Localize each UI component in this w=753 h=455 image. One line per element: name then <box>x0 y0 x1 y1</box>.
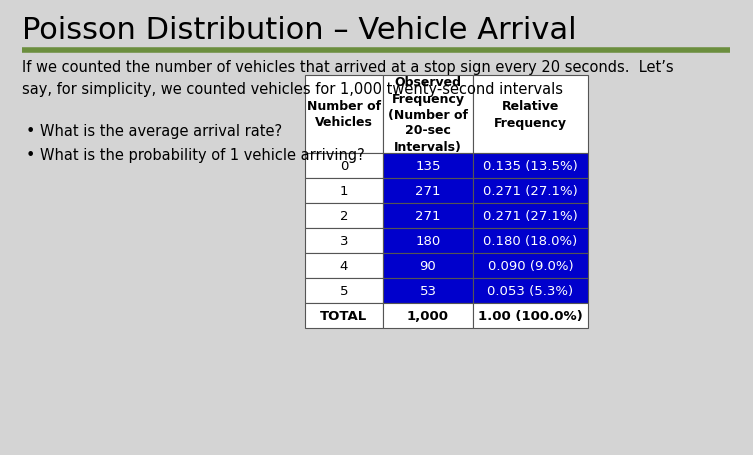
Bar <box>383 278 473 303</box>
Text: 4: 4 <box>340 259 348 273</box>
Bar <box>473 203 588 228</box>
Text: 0.271 (27.1%): 0.271 (27.1%) <box>483 210 578 222</box>
Text: If we counted the number of vehicles that arrived at a stop sign every 20 second: If we counted the number of vehicles tha… <box>22 60 674 96</box>
Text: 271: 271 <box>415 210 441 222</box>
Bar <box>473 76 588 154</box>
Bar <box>305 253 383 278</box>
Bar <box>383 253 473 278</box>
Text: What is the probability of 1 vehicle arriving?: What is the probability of 1 vehicle arr… <box>40 148 364 162</box>
Text: 0: 0 <box>340 160 348 172</box>
Text: 135: 135 <box>415 160 441 172</box>
Text: 5: 5 <box>340 284 348 298</box>
Text: Number of
Vehicles: Number of Vehicles <box>307 100 381 129</box>
Bar <box>383 179 473 203</box>
Bar <box>473 303 588 328</box>
Text: 0.090 (9.0%): 0.090 (9.0%) <box>488 259 573 273</box>
Text: 1.00 (100.0%): 1.00 (100.0%) <box>478 309 583 322</box>
Text: 0.053 (5.3%): 0.053 (5.3%) <box>487 284 574 298</box>
Text: 1: 1 <box>340 185 348 197</box>
Bar <box>383 76 473 154</box>
Text: 3: 3 <box>340 234 348 248</box>
Text: 1,000: 1,000 <box>407 309 449 322</box>
Text: TOTAL: TOTAL <box>320 309 367 322</box>
Bar <box>305 303 383 328</box>
Text: Relative
Frequency: Relative Frequency <box>494 100 567 129</box>
Text: •: • <box>26 148 35 162</box>
Bar <box>305 278 383 303</box>
Bar <box>383 154 473 179</box>
Text: Poisson Distribution – Vehicle Arrival: Poisson Distribution – Vehicle Arrival <box>22 16 577 45</box>
Bar <box>305 76 383 154</box>
Text: 271: 271 <box>415 185 441 197</box>
Bar <box>473 228 588 253</box>
Text: 53: 53 <box>419 284 437 298</box>
Text: Observed
Frequency
(Number of
20-sec
Intervals): Observed Frequency (Number of 20-sec Int… <box>388 76 468 153</box>
Text: 180: 180 <box>416 234 441 248</box>
Bar <box>383 228 473 253</box>
Bar <box>473 278 588 303</box>
Bar <box>383 303 473 328</box>
Bar <box>473 179 588 203</box>
Bar <box>305 179 383 203</box>
Text: 0.180 (18.0%): 0.180 (18.0%) <box>483 234 578 248</box>
Bar <box>473 253 588 278</box>
Bar <box>305 154 383 179</box>
Bar <box>473 154 588 179</box>
Bar <box>305 203 383 228</box>
Bar <box>305 228 383 253</box>
Text: 90: 90 <box>419 259 437 273</box>
Text: What is the average arrival rate?: What is the average arrival rate? <box>40 124 282 139</box>
Text: •: • <box>26 124 35 139</box>
Bar <box>383 203 473 228</box>
Text: 0.271 (27.1%): 0.271 (27.1%) <box>483 185 578 197</box>
Text: 0.135 (13.5%): 0.135 (13.5%) <box>483 160 578 172</box>
Text: 2: 2 <box>340 210 348 222</box>
